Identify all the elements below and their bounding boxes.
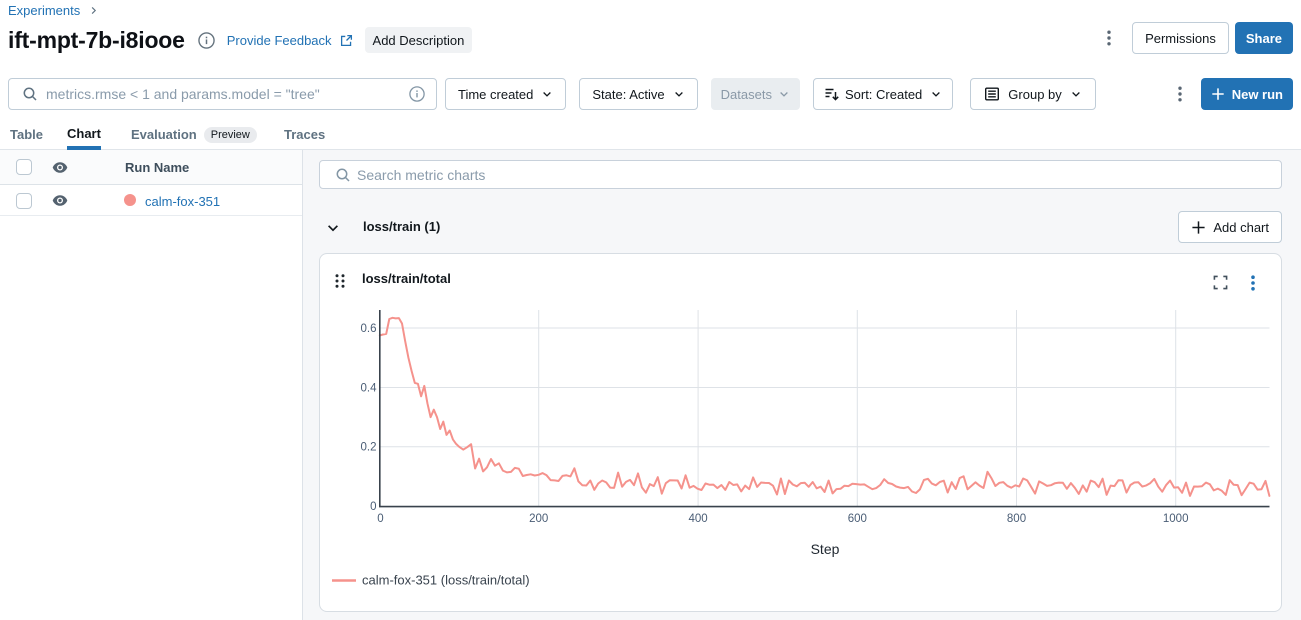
svg-text:800: 800 [1007,513,1026,525]
svg-text:calm-fox-351 (loss/train/total: calm-fox-351 (loss/train/total) [362,573,530,588]
svg-text:400: 400 [689,513,708,525]
svg-text:1000: 1000 [1163,513,1189,525]
svg-text:Step: Step [811,541,840,557]
svg-text:0: 0 [377,513,383,525]
svg-text:0.4: 0.4 [361,383,378,395]
svg-text:0: 0 [370,501,376,513]
svg-text:0.6: 0.6 [361,323,377,335]
svg-text:0.2: 0.2 [361,442,377,454]
svg-text:200: 200 [529,513,548,525]
svg-text:600: 600 [848,513,867,525]
